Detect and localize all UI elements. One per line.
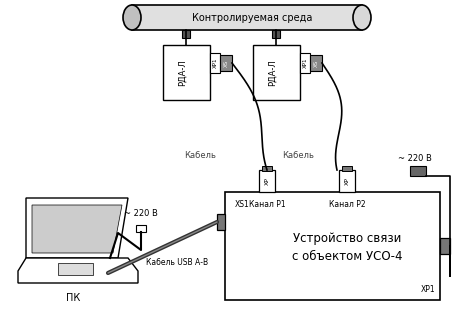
Bar [342, 166, 352, 171]
Bar [220, 55, 232, 71]
Text: Канал Р1: Канал Р1 [249, 200, 285, 209]
Bar [259, 170, 275, 192]
Bar [273, 30, 281, 38]
Bar [262, 166, 272, 171]
Text: ХР1: ХР1 [212, 58, 218, 68]
Text: Кабель: Кабель [184, 150, 216, 159]
Text: ~ 220 В: ~ 220 В [398, 154, 432, 163]
Bar [217, 214, 225, 230]
Text: Кабель USB А-В: Кабель USB А-В [146, 258, 209, 267]
Bar [163, 45, 210, 100]
Text: XP1: XP1 [421, 286, 435, 295]
Bar [310, 55, 322, 71]
Bar [339, 170, 355, 192]
Bar [182, 30, 191, 38]
Bar [132, 5, 362, 30]
Text: Устройство связи: Устройство связи [293, 232, 401, 244]
Bar [225, 192, 440, 300]
Ellipse shape [353, 5, 371, 30]
Polygon shape [32, 205, 122, 253]
Text: XS: XS [224, 59, 228, 67]
Text: Кабель: Кабель [282, 150, 314, 159]
Bar [410, 166, 426, 176]
Polygon shape [18, 258, 138, 283]
Polygon shape [26, 198, 128, 258]
Text: ПК: ПК [66, 293, 80, 303]
Text: XS: XS [313, 59, 319, 67]
Bar [210, 53, 220, 73]
Bar [136, 225, 146, 232]
Text: РДА-Л: РДА-Л [178, 59, 187, 86]
Text: ХР: ХР [345, 177, 349, 185]
Text: XS1: XS1 [235, 200, 250, 209]
Text: ХР1: ХР1 [302, 58, 308, 68]
Ellipse shape [123, 5, 141, 30]
Text: ХР: ХР [264, 177, 270, 185]
Text: Контролируемая среда: Контролируемая среда [192, 13, 312, 23]
Text: ~ 220 В: ~ 220 В [124, 209, 158, 217]
Text: Канал Р2: Канал Р2 [328, 200, 365, 209]
Text: РДА-Л: РДА-Л [268, 59, 277, 86]
Text: с объектом УСО-4: с объектом УСО-4 [292, 250, 403, 262]
Bar [58, 263, 93, 275]
Bar [253, 45, 300, 100]
Bar [440, 238, 450, 254]
Bar [300, 53, 310, 73]
